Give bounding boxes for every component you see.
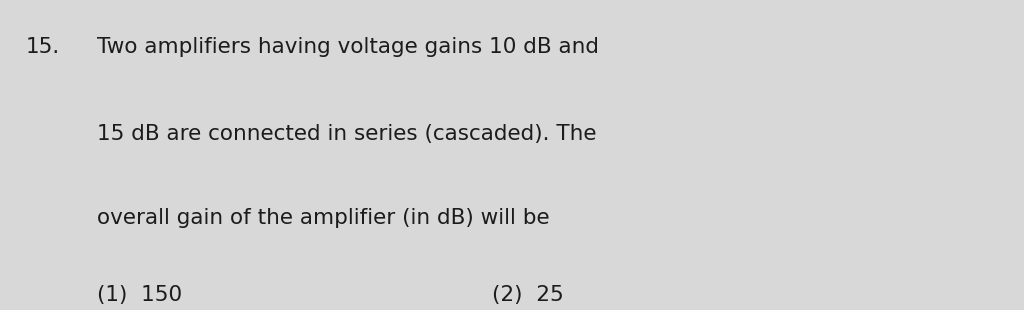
Text: 15 dB are connected in series (cascaded). The: 15 dB are connected in series (cascaded)… (97, 124, 597, 144)
Text: (1)  150: (1) 150 (97, 285, 182, 305)
Text: (2)  25: (2) 25 (492, 285, 563, 305)
Text: 15.: 15. (26, 37, 59, 57)
Text: overall gain of the amplifier (in dB) will be: overall gain of the amplifier (in dB) wi… (97, 208, 550, 228)
Text: Two amplifiers having voltage gains 10 dB and: Two amplifiers having voltage gains 10 d… (97, 37, 599, 57)
